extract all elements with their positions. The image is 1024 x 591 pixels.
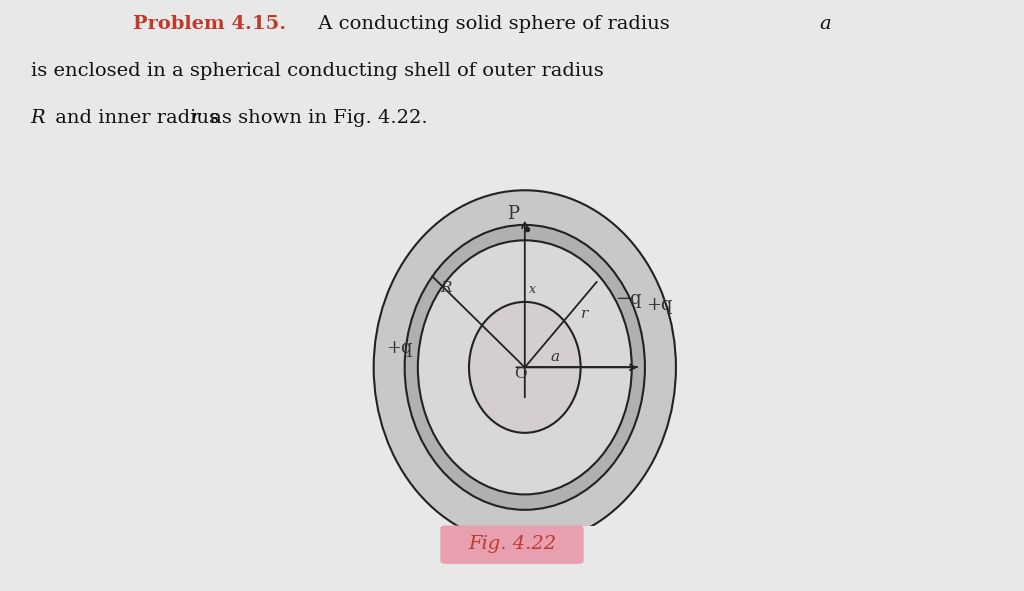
Ellipse shape — [404, 225, 645, 510]
Text: +q: +q — [386, 339, 413, 358]
Ellipse shape — [469, 302, 581, 433]
Text: Fig. 4.22: Fig. 4.22 — [468, 535, 556, 553]
Text: +q: +q — [646, 296, 672, 314]
Ellipse shape — [374, 190, 676, 544]
Text: a: a — [819, 15, 830, 33]
Text: O: O — [515, 366, 527, 381]
Text: a: a — [551, 350, 560, 364]
Ellipse shape — [418, 241, 632, 495]
Text: −q: −q — [614, 290, 641, 308]
Text: A conducting solid sphere of radius: A conducting solid sphere of radius — [312, 15, 676, 33]
Text: and inner radius: and inner radius — [49, 109, 225, 127]
Text: x: x — [528, 282, 536, 296]
Text: Problem 4.15.: Problem 4.15. — [133, 15, 287, 33]
Text: R: R — [440, 281, 452, 296]
Text: P: P — [507, 206, 518, 223]
Text: is enclosed in a spherical conducting shell of outer radius: is enclosed in a spherical conducting sh… — [31, 62, 603, 80]
Text: R: R — [31, 109, 45, 127]
Text: r: r — [581, 307, 588, 320]
Text: r: r — [190, 109, 200, 127]
Text: as shown in Fig. 4.22.: as shown in Fig. 4.22. — [204, 109, 427, 127]
